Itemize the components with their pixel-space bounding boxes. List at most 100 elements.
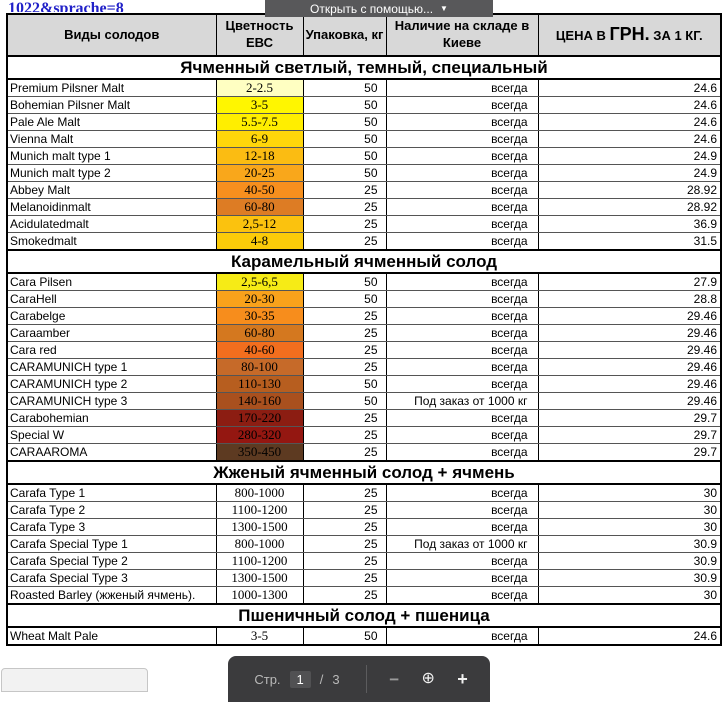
cell-pack: 50 [302,626,387,646]
plus-icon: + [457,669,468,689]
cell-pack: 25 [302,198,387,216]
header-price-grn: ГРН. [609,24,650,45]
cell-price: 30 [537,586,722,605]
clipped-top-link[interactable]: 1022&sprache=8 [8,0,124,12]
table-row: Carabohemian 170-220 25 всегда 29.7 [6,409,722,427]
header-ebc-color: Цветность ЕВС [215,13,304,57]
page-indicator: Стр. 1 / 3 [228,656,366,702]
cell-ebc: 5.5-7.5 [215,113,304,131]
table-row: Carafa Special Type 1 800-1000 25 Под заказ… [6,535,722,553]
cell-name: Bohemian Pilsner Malt [6,96,217,114]
cell-ebc: 20-25 [215,164,304,182]
cell-pack: 25 [302,215,387,233]
header-price: ЦЕНА В ГРН. ЗА 1 КГ. [537,13,722,57]
cell-stock: всегда [385,626,539,646]
table-row: Carafa Type 1 800-1000 25 всегда 30 [6,483,722,502]
cell-pack: 25 [302,409,387,427]
cell-price: 24.6 [537,113,722,131]
cell-stock: всегда [385,232,539,251]
zoom-in-button[interactable]: + [457,670,468,688]
section-title: Пшеничный солод + пшеница [6,603,722,628]
cell-ebc: 1100-1200 [215,552,304,570]
cell-ebc: 800-1000 [215,483,304,502]
table-row: Acidulatedmalt 2,5-12 25 всегда 36.9 [6,215,722,233]
page-separator: / [319,671,324,687]
table-row: Melanoidinmalt 60-80 25 всегда 28.92 [6,198,722,216]
zoom-out-button[interactable]: − [389,671,399,688]
cell-price: 28.92 [537,198,722,216]
cell-stock: всегда [385,341,539,359]
cell-name: Carabelge [6,307,217,325]
cell-ebc: 110-130 [215,375,304,393]
cell-pack: 50 [302,130,387,148]
cell-price: 30 [537,501,722,519]
table-row: Munich malt type 2 20-25 50 всегда 24.9 [6,164,722,182]
cell-price: 30.9 [537,569,722,587]
cell-stock: всегда [385,552,539,570]
cell-name: Carafa Special Type 1 [6,535,217,553]
cell-ebc: 1300-1500 [215,518,304,536]
table-row: Pale Ale Malt 5.5-7.5 50 всегда 24.6 [6,113,722,131]
cell-price: 29.7 [537,409,722,427]
cell-pack: 50 [302,290,387,308]
table-row: Roasted Barley (жженый ячмень). 1000-1300… [6,586,722,605]
table-row: CARAMUNICH type 2 110-130 50 всегда 29.46 [6,375,722,393]
cell-ebc: 80-100 [215,358,304,376]
cell-price: 24.9 [537,147,722,165]
cell-price: 24.6 [537,130,722,148]
minus-icon: − [389,669,400,689]
cell-ebc: 60-80 [215,324,304,342]
cell-ebc: 2,5-6,5 [215,272,304,291]
header-price-post: ЗА 1 КГ. [649,28,703,44]
cell-ebc: 350-450 [215,443,304,462]
cell-ebc: 4-8 [215,232,304,251]
pdf-pager-toolbar: Стр. 1 / 3 − ⊕ + [228,656,490,702]
cell-ebc: 20-30 [215,290,304,308]
cell-name: Special W [6,426,217,444]
cell-price: 36.9 [537,215,722,233]
zoom-fit-button[interactable]: ⊕ [422,671,435,687]
cell-price: 29.46 [537,341,722,359]
cell-name: Carabohemian [6,409,217,427]
cell-price: 30.9 [537,535,722,553]
table-row: Carabelge 30-35 25 всегда 29.46 [6,307,722,325]
cell-pack: 25 [302,501,387,519]
cell-price: 31.5 [537,232,722,251]
open-with-button[interactable]: Открыть с помощью... ▼ [265,0,493,17]
cell-name: Munich malt type 1 [6,147,217,165]
cell-price: 30.9 [537,552,722,570]
cell-name: Roasted Barley (жженый ячмень). [6,586,217,605]
cell-name: Premium Pilsner Malt [6,78,217,97]
cell-price: 29.46 [537,392,722,410]
status-tooltip [1,668,148,692]
cell-pack: 50 [302,272,387,291]
cell-price: 28.8 [537,290,722,308]
cell-price: 29.46 [537,358,722,376]
cell-stock: всегда [385,113,539,131]
cell-name: CaraHell [6,290,217,308]
zoom-controls: − ⊕ + [366,665,490,693]
cell-name: Smokedmalt [6,232,217,251]
table-row: Premium Pilsner Malt 2-2.5 50 всегда 24.6 [6,78,722,97]
cell-name: Munich malt type 2 [6,164,217,182]
cell-ebc: 6-9 [215,130,304,148]
table-row: Carafa Type 3 1300-1500 25 всегда 30 [6,518,722,536]
section-title-row: Ячменный светлый, темный, специальный [6,55,722,80]
table-row: Smokedmalt 4-8 25 всегда 31.5 [6,232,722,251]
cell-pack: 25 [302,535,387,553]
cell-stock: всегда [385,358,539,376]
malt-price-table: Виды солодов Цветность ЕВС Упаковка, кг … [6,13,722,646]
header-availability: Наличие на складе в Киеве [385,13,539,57]
cell-ebc: 3-5 [215,626,304,646]
table-row: CARAAROMA 350-450 25 всегда 29.7 [6,443,722,462]
cell-name: CARAMUNICH type 3 [6,392,217,410]
cell-ebc: 3-5 [215,96,304,114]
cell-pack: 50 [302,147,387,165]
cell-stock: всегда [385,426,539,444]
table-row: Munich malt type 1 12-18 50 всегда 24.9 [6,147,722,165]
section-title-row: Жженый ячменный солод + ячмень [6,460,722,485]
current-page-input[interactable]: 1 [289,670,311,688]
cell-name: Carafa Special Type 3 [6,569,217,587]
cell-name: Carafa Type 3 [6,518,217,536]
table-row: Caraamber 60-80 25 всегда 29.46 [6,324,722,342]
